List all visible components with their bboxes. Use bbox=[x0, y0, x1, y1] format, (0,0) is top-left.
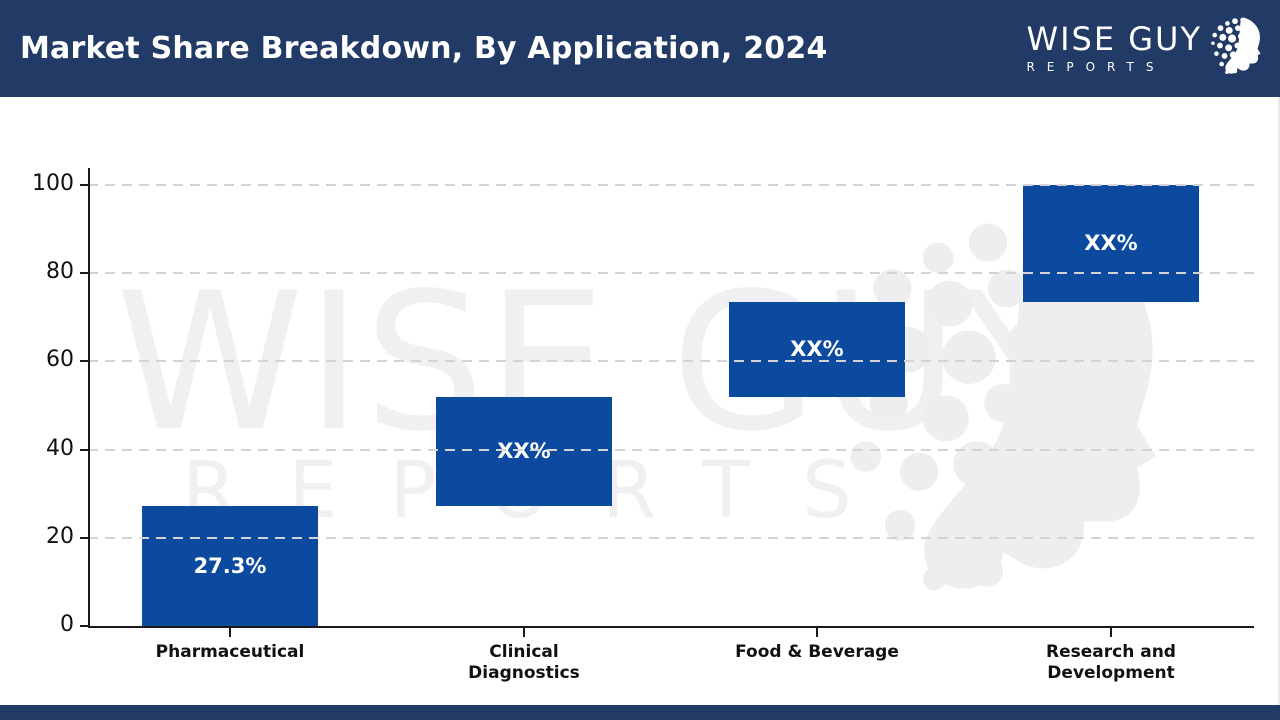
x-axis-category-label: Food & Beverage bbox=[735, 642, 899, 662]
y-axis-label: 80 bbox=[46, 259, 74, 285]
bar-segment: XX% bbox=[1023, 185, 1199, 302]
header-bar: Market Share Breakdown, By Application, … bbox=[0, 0, 1280, 97]
gridline bbox=[88, 448, 1254, 451]
x-axis-tick bbox=[523, 628, 525, 637]
y-axis-label: 100 bbox=[32, 171, 74, 196]
bar-value-label: XX% bbox=[1084, 231, 1138, 256]
page-title: Market Share Breakdown, By Application, … bbox=[20, 31, 828, 66]
logo-wordmark: WISE GUY bbox=[1026, 20, 1202, 58]
y-axis-tick bbox=[80, 536, 88, 539]
logo-subtext: REPORTS bbox=[1026, 60, 1166, 74]
gridline bbox=[88, 360, 1254, 363]
bar-value-label: 27.3% bbox=[193, 553, 267, 578]
y-axis-tick bbox=[80, 272, 88, 275]
bar-segment: 27.3% bbox=[142, 505, 318, 626]
y-axis-label: 0 bbox=[60, 612, 74, 637]
y-axis-tick bbox=[80, 448, 88, 451]
x-axis-category-label: Clinical Diagnostics bbox=[468, 642, 580, 684]
bar-segment: XX% bbox=[729, 301, 905, 397]
y-axis-tick bbox=[80, 184, 88, 186]
y-axis-label: 20 bbox=[46, 523, 74, 549]
brand-logo: WISE GUY REPORTS bbox=[1026, 9, 1264, 89]
footer-bar bbox=[0, 705, 1280, 720]
y-axis-label: 60 bbox=[46, 347, 74, 373]
bar-value-label: XX% bbox=[790, 337, 844, 362]
y-axis-tick bbox=[80, 360, 88, 363]
x-axis-tick bbox=[816, 628, 818, 637]
x-axis-category-label: Research and Development bbox=[1046, 642, 1176, 684]
gridline bbox=[88, 184, 1254, 186]
x-axis-tick bbox=[229, 628, 231, 637]
wise-guy-head-icon bbox=[1211, 17, 1261, 74]
bar-value-label: XX% bbox=[497, 439, 551, 464]
right-edge-rule bbox=[1278, 97, 1280, 705]
bar-segment: XX% bbox=[436, 396, 612, 506]
x-axis-tick bbox=[1110, 628, 1112, 637]
y-axis-line bbox=[88, 168, 90, 628]
y-axis-label: 40 bbox=[46, 435, 74, 461]
gridline bbox=[88, 536, 1254, 539]
x-axis-category-label: Pharmaceutical bbox=[155, 642, 305, 662]
x-axis-line bbox=[88, 626, 1254, 628]
brand-logo-text: WISE GUY REPORTS bbox=[1026, 23, 1202, 74]
y-axis-tick bbox=[80, 625, 88, 627]
gridline bbox=[88, 272, 1254, 275]
